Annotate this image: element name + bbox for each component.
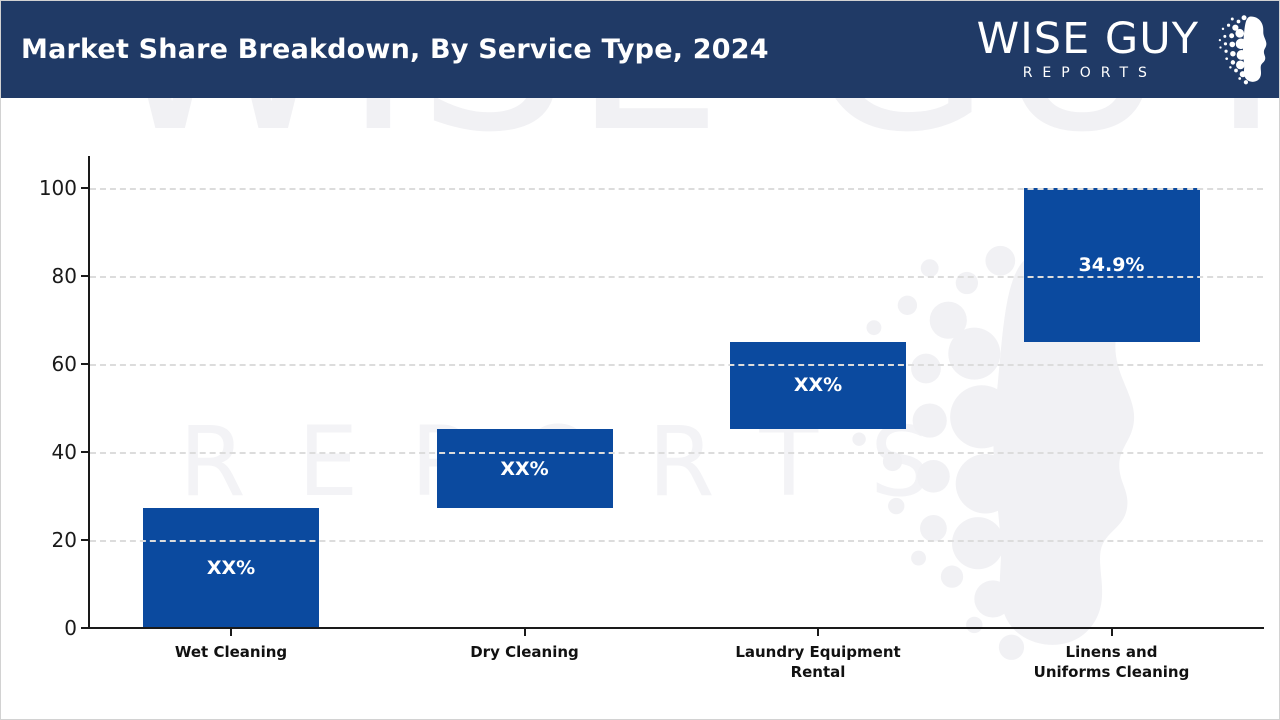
y-tick-label: 20 bbox=[51, 528, 77, 552]
category-label: Linens and Uniforms Cleaning bbox=[1033, 643, 1190, 681]
y-tick-mark bbox=[81, 187, 88, 189]
gridline-40 bbox=[90, 452, 1263, 454]
logo-wordmark: WISE GUY bbox=[976, 14, 1199, 64]
chart-title: Market Share Breakdown, By Service Type,… bbox=[21, 34, 769, 65]
bar-dry-cleaning bbox=[436, 429, 613, 509]
y-tick-label: 80 bbox=[51, 264, 77, 288]
y-tick-label: 0 bbox=[64, 616, 77, 640]
logo-tagline: REPORTS bbox=[1022, 65, 1157, 81]
y-tick-mark bbox=[81, 539, 88, 541]
y-tick-label: 60 bbox=[51, 352, 77, 376]
x-tick-mark bbox=[1110, 629, 1113, 636]
bar-laundry-equipment-rental bbox=[730, 341, 906, 430]
x-tick-mark bbox=[523, 629, 526, 636]
y-axis-line bbox=[88, 156, 90, 628]
bar-value-label: XX% bbox=[206, 557, 256, 580]
y-tick-mark bbox=[81, 451, 88, 453]
x-axis-line bbox=[88, 627, 1264, 629]
bar-value-label: XX% bbox=[500, 457, 549, 480]
gridline-100 bbox=[90, 188, 1263, 190]
bar-linens-and-uniforms-cleaning bbox=[1023, 188, 1200, 342]
bar-value-label: 34.9% bbox=[1078, 253, 1145, 276]
gridline-20 bbox=[90, 540, 1263, 542]
category-label: Wet Cleaning bbox=[174, 643, 288, 661]
bar-value-label: XX% bbox=[793, 374, 843, 397]
wiseguy-logo: WISE GUY REPORTS bbox=[976, 9, 1279, 91]
y-tick-label: 40 bbox=[51, 440, 77, 464]
logo-head-icon bbox=[1218, 14, 1267, 84]
y-tick-mark bbox=[81, 363, 88, 365]
gridline-80 bbox=[90, 276, 1263, 278]
y-tick-mark bbox=[81, 275, 88, 277]
category-label: Dry Cleaning bbox=[470, 643, 579, 661]
gridline-60 bbox=[90, 364, 1263, 366]
x-tick-mark bbox=[817, 629, 819, 636]
bar-wet-cleaning bbox=[143, 508, 319, 628]
category-label: Laundry Equipment Rental bbox=[735, 643, 901, 681]
y-tick-mark bbox=[81, 627, 88, 629]
header-bar: Market Share Breakdown, By Service Type,… bbox=[1, 1, 1279, 98]
y-tick-label: 100 bbox=[38, 176, 77, 200]
x-tick-mark bbox=[230, 629, 232, 636]
